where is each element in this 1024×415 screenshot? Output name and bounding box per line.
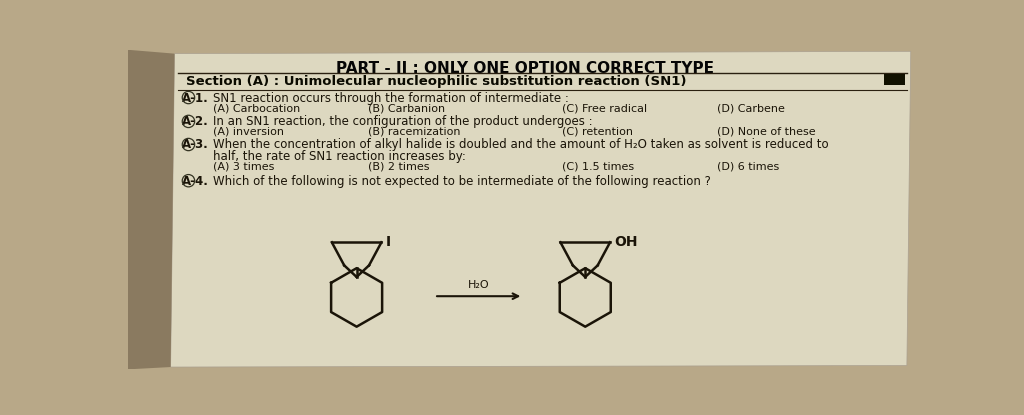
Text: H₂O: H₂O: [468, 280, 489, 290]
Text: (A) 3 times: (A) 3 times: [213, 161, 274, 171]
Text: (B) racemization: (B) racemization: [369, 127, 461, 137]
Text: (D) Carbene: (D) Carbene: [717, 104, 784, 114]
PathPatch shape: [171, 51, 910, 367]
Text: half, the rate of SN1 reaction increases by:: half, the rate of SN1 reaction increases…: [213, 150, 466, 163]
Text: (D) None of these: (D) None of these: [717, 127, 816, 137]
Text: OH: OH: [614, 235, 637, 249]
Text: A-1.: A-1.: [182, 92, 209, 105]
Text: (C) retention: (C) retention: [562, 127, 633, 137]
Text: (D) 6 times: (D) 6 times: [717, 161, 779, 171]
Text: When the concentration of alkyl halide is doubled and the amount of H₂O taken as: When the concentration of alkyl halide i…: [213, 138, 828, 151]
Text: A-2.: A-2.: [182, 115, 209, 128]
Text: Which of the following is not expected to be intermediate of the following react: Which of the following is not expected t…: [213, 175, 711, 188]
Text: (A) Carbocation: (A) Carbocation: [213, 104, 300, 114]
Text: (C) 1.5 times: (C) 1.5 times: [562, 161, 634, 171]
Text: I: I: [385, 235, 390, 249]
PathPatch shape: [128, 50, 174, 369]
Text: A-4.: A-4.: [182, 175, 209, 188]
Bar: [884, 74, 905, 85]
Text: Section (A) : Unimolecular nucleophilic substitution reaction (SN1): Section (A) : Unimolecular nucleophilic …: [186, 75, 687, 88]
Text: (B) Carbanion: (B) Carbanion: [369, 104, 445, 114]
Text: (B) 2 times: (B) 2 times: [369, 161, 430, 171]
Text: In an SN1 reaction, the configuration of the product undergoes :: In an SN1 reaction, the configuration of…: [213, 115, 593, 128]
Text: (A) inversion: (A) inversion: [213, 127, 285, 137]
Text: PART - II : ONLY ONE OPTION CORRECT TYPE: PART - II : ONLY ONE OPTION CORRECT TYPE: [336, 61, 714, 76]
Text: A-3.: A-3.: [182, 138, 209, 151]
Text: (C) Free radical: (C) Free radical: [562, 104, 647, 114]
Text: SN1 reaction occurs through the formation of intermediate :: SN1 reaction occurs through the formatio…: [213, 92, 569, 105]
